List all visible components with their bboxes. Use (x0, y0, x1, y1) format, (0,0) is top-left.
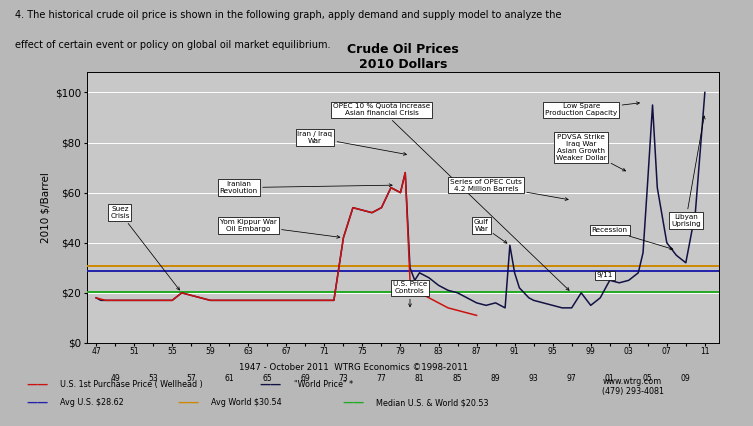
Text: 57: 57 (186, 374, 196, 383)
Text: Iranian
Revolution: Iranian Revolution (220, 181, 392, 194)
Text: Recession: Recession (592, 227, 673, 250)
Text: "World Price" *: "World Price" * (294, 380, 353, 389)
Text: Low Spare
Production Capacity: Low Spare Production Capacity (545, 102, 639, 116)
Text: OPEC 10 % Quota Increase
Asian financial Crisis: OPEC 10 % Quota Increase Asian financial… (333, 104, 569, 291)
Text: 61: 61 (224, 374, 234, 383)
Text: 77: 77 (376, 374, 386, 383)
Text: 65: 65 (263, 374, 272, 383)
Text: effect of certain event or policy on global oil market equilibrium.: effect of certain event or policy on glo… (15, 40, 331, 50)
Text: 05: 05 (643, 374, 653, 383)
Text: 85: 85 (453, 374, 462, 383)
Y-axis label: 2010 $/Barrel: 2010 $/Barrel (41, 172, 50, 243)
Text: Median U.S. & World $20.53: Median U.S. & World $20.53 (376, 398, 489, 407)
Text: 4. The historical crude oil price is shown in the following graph, apply demand : 4. The historical crude oil price is sho… (15, 10, 562, 20)
Text: 89: 89 (491, 374, 501, 383)
Text: 93: 93 (529, 374, 538, 383)
Text: 73: 73 (339, 374, 349, 383)
Text: 1947 - October 2011  WTRG Economics ©1998-2011: 1947 - October 2011 WTRG Economics ©1998… (239, 363, 468, 372)
Text: 69: 69 (300, 374, 310, 383)
Text: 97: 97 (567, 374, 577, 383)
Text: Suez
Crisis: Suez Crisis (110, 206, 179, 290)
Text: Iran / Iraq
War: Iran / Iraq War (297, 131, 407, 155)
Text: PDVSA Strike
Iraq War
Asian Growth
Weaker Dollar: PDVSA Strike Iraq War Asian Growth Weake… (556, 134, 626, 171)
Text: ——: —— (177, 397, 200, 408)
Text: Yom Kippur War
Oil Embargo: Yom Kippur War Oil Embargo (220, 219, 340, 238)
Text: 49: 49 (110, 374, 120, 383)
Text: Series of OPEC Cuts
4.2 Million Barrels: Series of OPEC Cuts 4.2 Million Barrels (450, 178, 568, 201)
Text: ——: —— (343, 397, 365, 408)
Text: www.wtrg.com
(479) 293-4081: www.wtrg.com (479) 293-4081 (602, 377, 663, 397)
Text: 09: 09 (681, 374, 691, 383)
Text: U.S. 1st Purchase Price ( Wellhead ): U.S. 1st Purchase Price ( Wellhead ) (60, 380, 203, 389)
Text: Avg U.S. $28.62: Avg U.S. $28.62 (60, 398, 124, 407)
Text: 01: 01 (605, 374, 614, 383)
Text: 53: 53 (148, 374, 158, 383)
Text: ——: —— (26, 379, 49, 389)
Text: ——: —— (260, 379, 282, 389)
Text: Gulf
War: Gulf War (474, 219, 507, 243)
Text: 9/11: 9/11 (597, 272, 613, 278)
Text: 81: 81 (415, 374, 424, 383)
Title: Crude Oil Prices
2010 Dollars: Crude Oil Prices 2010 Dollars (347, 43, 459, 71)
Text: Avg World $30.54: Avg World $30.54 (211, 398, 282, 407)
Text: Libyan
Uprising: Libyan Uprising (671, 116, 705, 227)
Text: U.S. Price
Controls: U.S. Price Controls (393, 281, 427, 307)
Text: ——: —— (26, 397, 49, 408)
